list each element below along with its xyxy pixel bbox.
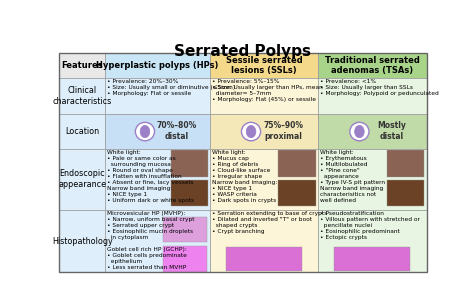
- Text: Microvesicular HP (MVHP):
• Narrow, uniform basal crypt
• Serrated upper crypt
•: Microvesicular HP (MVHP): • Narrow, unif…: [108, 211, 195, 270]
- Ellipse shape: [246, 125, 256, 138]
- Bar: [318, 210, 427, 272]
- Bar: [318, 114, 427, 149]
- Bar: [105, 53, 210, 78]
- Text: 70%–80%
distal: 70%–80% distal: [156, 121, 197, 141]
- Text: Mostly
distal: Mostly distal: [377, 121, 406, 141]
- Bar: [171, 150, 208, 177]
- Bar: [59, 114, 105, 149]
- Bar: [163, 217, 207, 242]
- Ellipse shape: [241, 122, 261, 141]
- Text: • Serration extending to base of crypts
• Dilated and inverted "T" or boot
  sha: • Serration extending to base of crypts …: [212, 211, 328, 234]
- Bar: [278, 180, 316, 206]
- Bar: [210, 114, 318, 149]
- Text: • Pseudostratification
• Villous pattern with stretched or
  pencillate nuclei
•: • Pseudostratification • Villous pattern…: [320, 211, 420, 240]
- Bar: [278, 150, 316, 177]
- Text: Sessile serrated
lesions (SSLs): Sessile serrated lesions (SSLs): [226, 56, 302, 76]
- Bar: [105, 149, 210, 210]
- Bar: [386, 150, 424, 177]
- Ellipse shape: [350, 122, 369, 141]
- Text: Clinical
characteristics: Clinical characteristics: [53, 86, 112, 106]
- Text: Hyperplastic polyps (HPs): Hyperplastic polyps (HPs): [96, 61, 219, 70]
- Text: Location: Location: [65, 127, 99, 136]
- Text: White light:
• Erythematous
• Multilobulated
• "Pine cone"
  appearance
• Type I: White light: • Erythematous • Multilobul…: [320, 150, 385, 203]
- Text: • Prevalence: <1%
• Size: Usually larger than SSLs
• Morphology: Polypoid or ped: • Prevalence: <1% • Size: Usually larger…: [320, 79, 439, 96]
- Bar: [105, 210, 210, 272]
- Text: Features: Features: [62, 61, 103, 70]
- Bar: [210, 53, 318, 78]
- Bar: [105, 114, 210, 149]
- Ellipse shape: [355, 125, 364, 138]
- Text: Traditional serrated
adenomas (TSAs): Traditional serrated adenomas (TSAs): [325, 56, 420, 76]
- Text: White light:
• Pale or same color as
  surrounding mucosa
• Round or oval shape
: White light: • Pale or same color as sur…: [108, 150, 194, 203]
- Bar: [318, 149, 427, 210]
- Bar: [163, 246, 207, 272]
- Bar: [171, 180, 208, 206]
- Text: • Prevalence: 5%–15%
• Size: Usually larger than HPs, mean
  diameter= 5–7mm
• M: • Prevalence: 5%–15% • Size: Usually lar…: [212, 79, 323, 102]
- Bar: [335, 247, 410, 271]
- Bar: [59, 210, 105, 272]
- Ellipse shape: [136, 122, 155, 141]
- Bar: [59, 149, 105, 210]
- Bar: [318, 78, 427, 114]
- Bar: [226, 247, 302, 271]
- Bar: [210, 78, 318, 114]
- Text: Endoscopic
appearance: Endoscopic appearance: [58, 170, 106, 189]
- Bar: [386, 180, 424, 206]
- Text: Histopathology: Histopathology: [52, 237, 113, 246]
- Bar: [105, 78, 210, 114]
- Text: Serrated Polyps: Serrated Polyps: [174, 44, 311, 59]
- Ellipse shape: [140, 125, 150, 138]
- Bar: [318, 53, 427, 78]
- Bar: [210, 149, 318, 210]
- Text: 75%–90%
proximal: 75%–90% proximal: [264, 121, 303, 141]
- Bar: [210, 210, 318, 272]
- Bar: [59, 78, 105, 114]
- Text: White light:
• Mucus cap
• Ring of debris
• Cloud-like surface
• Irregular shape: White light: • Mucus cap • Ring of debri…: [212, 150, 277, 203]
- Text: • Prevalence: 20%–30%
• Size: Usually small or diminutive (≤5mm)
• Morphology: F: • Prevalence: 20%–30% • Size: Usually sm…: [108, 79, 236, 96]
- Bar: [59, 53, 105, 78]
